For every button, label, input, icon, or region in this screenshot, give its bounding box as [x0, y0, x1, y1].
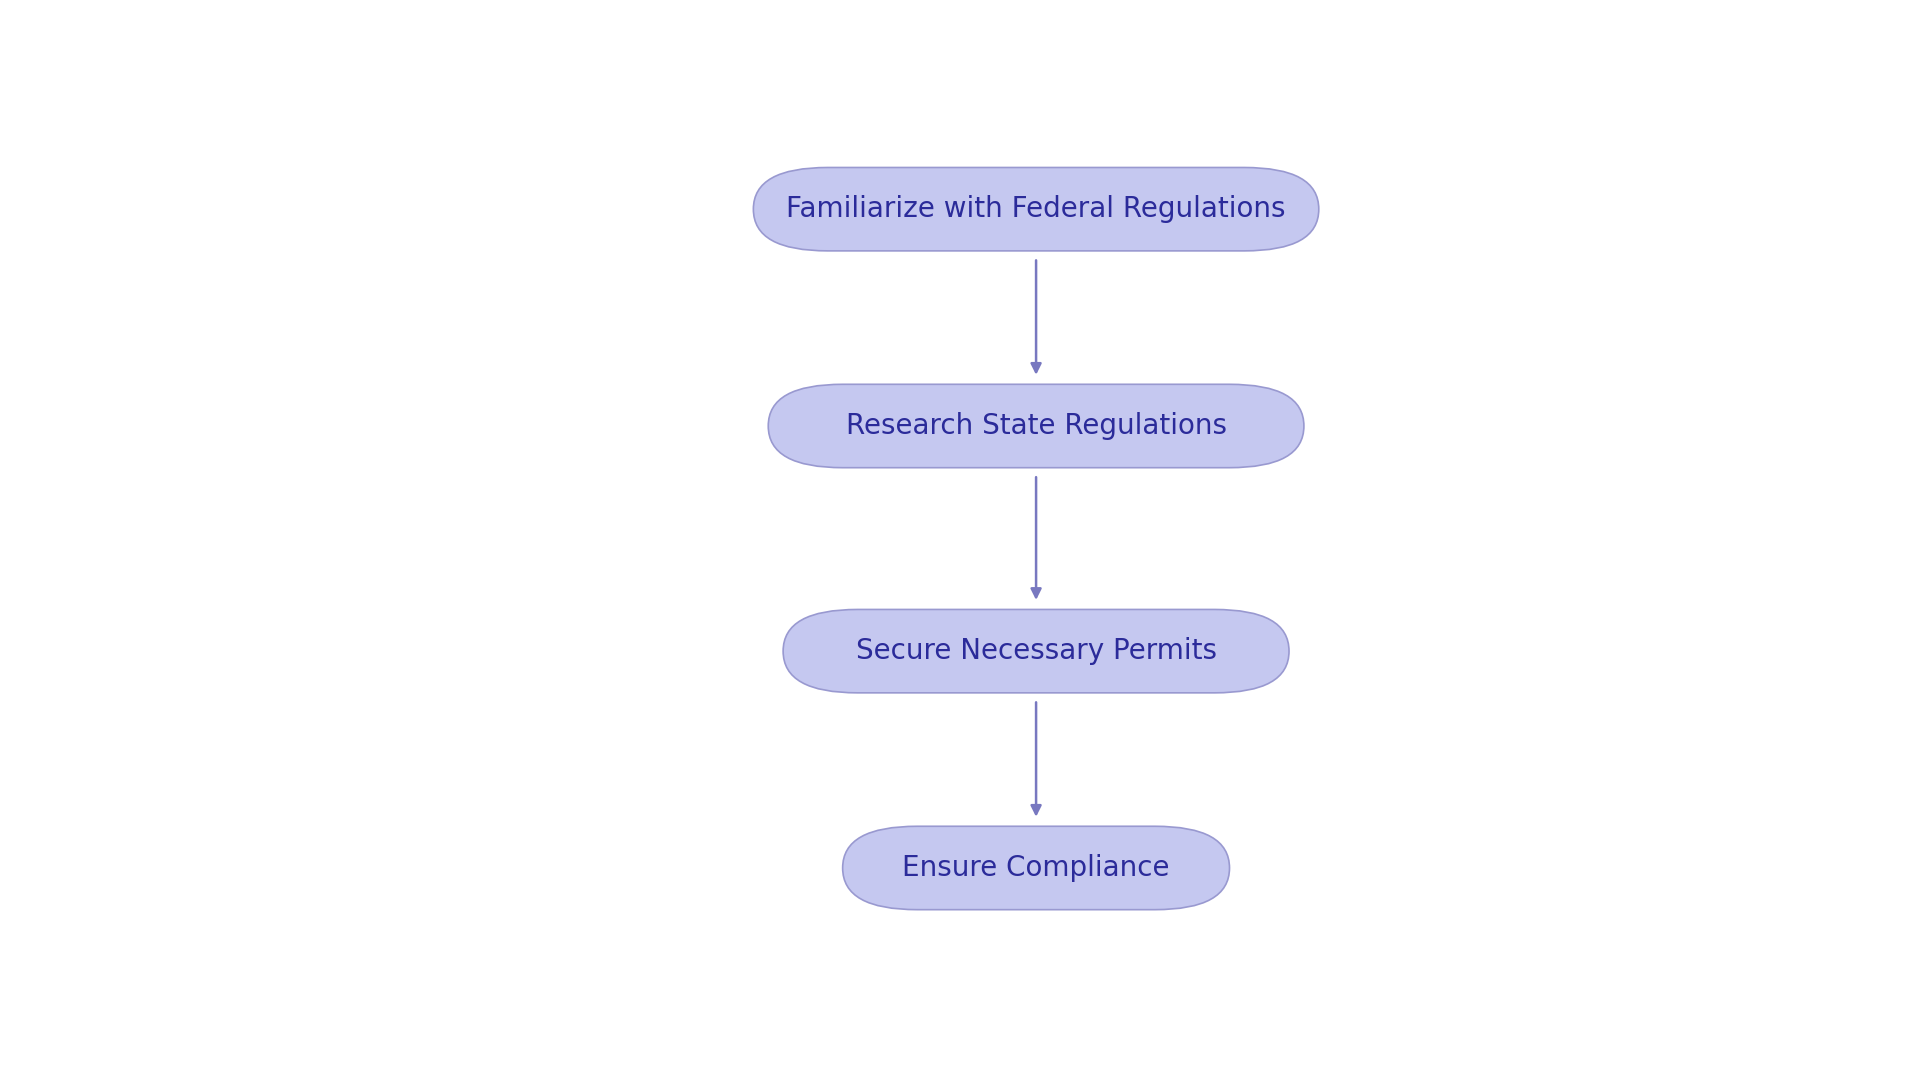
- FancyBboxPatch shape: [843, 826, 1229, 910]
- Text: Secure Necessary Permits: Secure Necessary Permits: [856, 637, 1217, 665]
- Text: Familiarize with Federal Regulations: Familiarize with Federal Regulations: [787, 195, 1286, 223]
- Text: Research State Regulations: Research State Regulations: [845, 412, 1227, 440]
- Text: Ensure Compliance: Ensure Compliance: [902, 854, 1169, 882]
- FancyBboxPatch shape: [768, 384, 1304, 468]
- FancyBboxPatch shape: [753, 168, 1319, 251]
- FancyBboxPatch shape: [783, 610, 1288, 693]
